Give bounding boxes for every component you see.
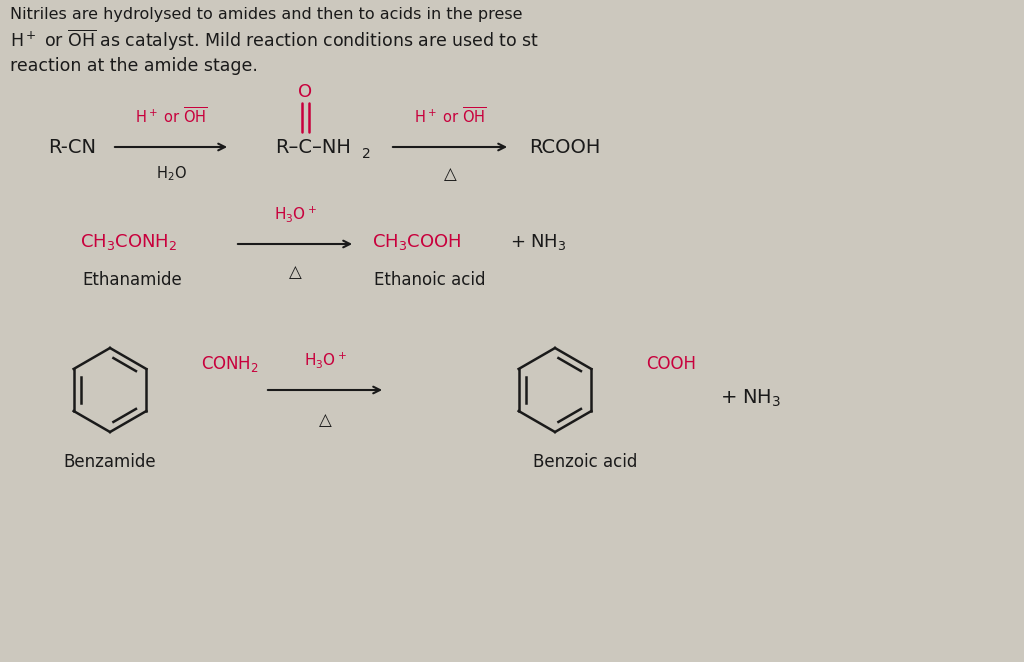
Text: RCOOH: RCOOH	[529, 138, 601, 156]
Text: R–C–NH: R–C–NH	[275, 138, 351, 156]
Text: CONH$_2$: CONH$_2$	[202, 354, 259, 374]
Text: CH$_3$COOH: CH$_3$COOH	[372, 232, 462, 252]
Text: △: △	[443, 165, 457, 183]
Text: H$_3$O$^+$: H$_3$O$^+$	[273, 204, 316, 224]
Text: △: △	[318, 411, 332, 429]
Text: $\rm H^+$ or $\overline{\rm OH}$: $\rm H^+$ or $\overline{\rm OH}$	[414, 107, 486, 127]
Text: H$_2$O: H$_2$O	[156, 165, 186, 183]
Text: O: O	[298, 83, 312, 101]
Text: CH$_3$CONH$_2$: CH$_3$CONH$_2$	[80, 232, 177, 252]
Text: + NH$_3$: + NH$_3$	[510, 232, 566, 252]
Text: △: △	[289, 263, 301, 281]
Text: Nitriles are hydrolysed to amides and then to acids in the prese: Nitriles are hydrolysed to amides and th…	[10, 7, 522, 21]
Text: H$_3$O$^+$: H$_3$O$^+$	[303, 350, 346, 370]
Text: R-CN: R-CN	[48, 138, 96, 156]
Text: reaction at the amide stage.: reaction at the amide stage.	[10, 57, 258, 75]
Text: Ethanoic acid: Ethanoic acid	[374, 271, 485, 289]
Text: $\rm H^+$ or $\overline{\rm OH}$: $\rm H^+$ or $\overline{\rm OH}$	[134, 107, 208, 127]
Text: Ethanamide: Ethanamide	[82, 271, 181, 289]
Text: COOH: COOH	[646, 355, 696, 373]
Text: 2: 2	[362, 147, 371, 161]
Text: + NH$_3$: + NH$_3$	[720, 387, 780, 408]
Text: Benzoic acid: Benzoic acid	[532, 453, 637, 471]
Text: Benzamide: Benzamide	[63, 453, 157, 471]
Text: H$^+$ or $\mathregular{\overline{OH}}$ as catalyst. Mild reaction conditions are: H$^+$ or $\mathregular{\overline{OH}}$ a…	[10, 27, 540, 53]
